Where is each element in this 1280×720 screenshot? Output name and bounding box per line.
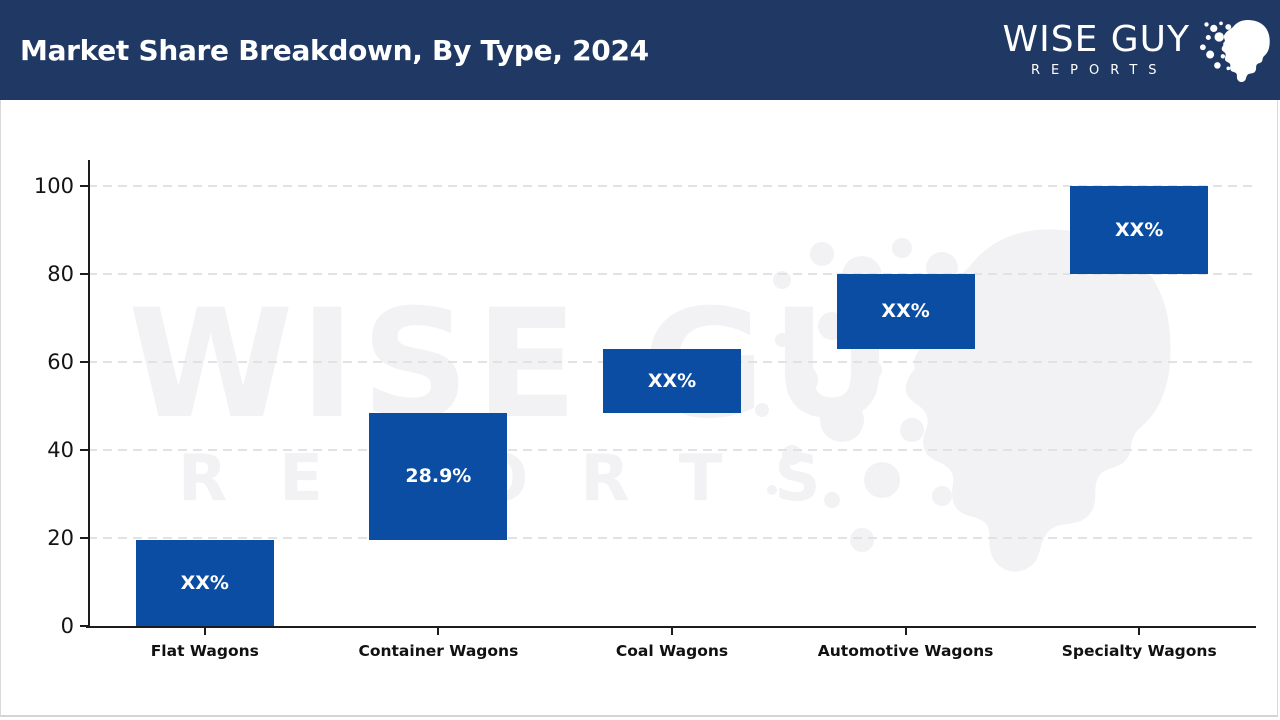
chart-title: Market Share Breakdown, By Type, 2024	[20, 33, 649, 67]
head-profile-icon	[1199, 19, 1270, 83]
watermark-head-profile-icon	[755, 229, 1171, 572]
brand-logo-text: WISE GUY REPORTS	[1002, 19, 1191, 79]
brand-subname: REPORTS	[1030, 63, 1168, 78]
brand-logo: WISE GUY REPORTS	[1003, 0, 1271, 100]
brand-name: WISE GUY	[1002, 19, 1190, 60]
header-bar: Market Share Breakdown, By Type, 2024 WI…	[0, 0, 1280, 100]
